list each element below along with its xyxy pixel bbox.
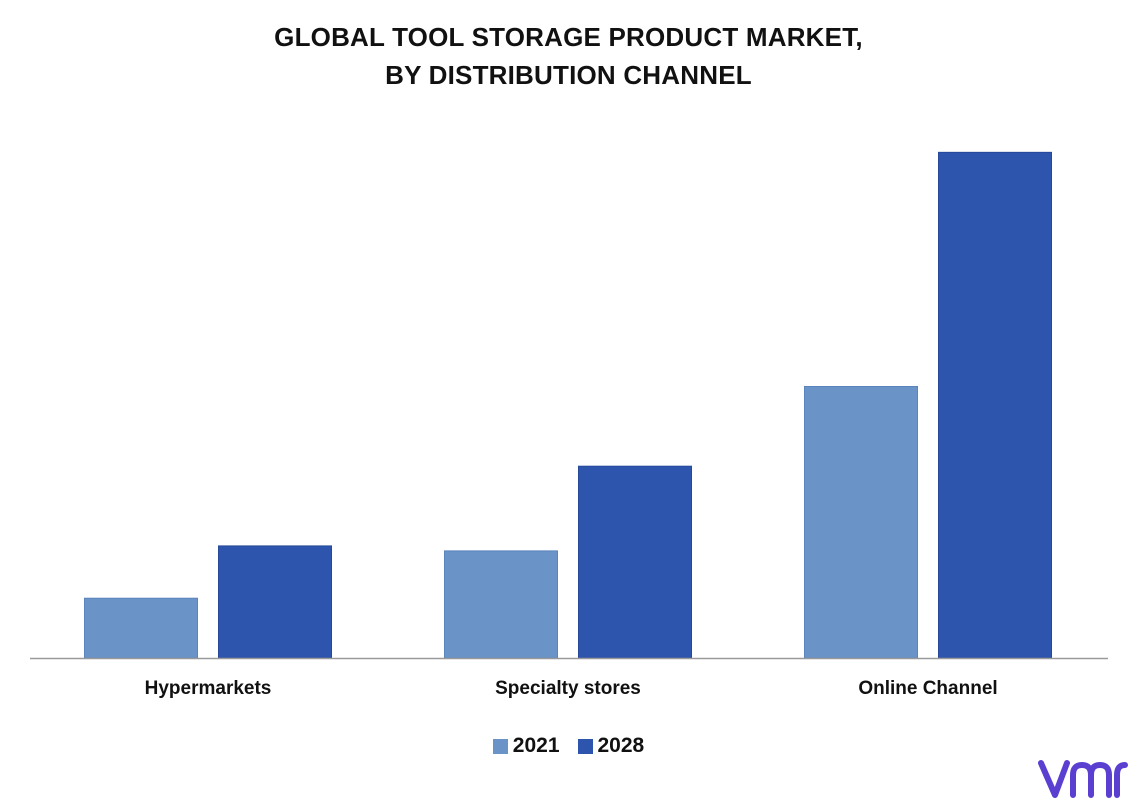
x-tick-label-specialty-stores: Specialty stores xyxy=(495,678,641,699)
legend-swatch-2028 xyxy=(577,738,593,754)
bar-online-channel-2028 xyxy=(938,151,1052,659)
bar-hypermarkets-2028 xyxy=(218,545,332,659)
bar-hypermarkets-2021 xyxy=(84,597,198,659)
legend-item-2021: 2021 xyxy=(492,734,560,758)
vmr-logo-icon xyxy=(1038,760,1128,798)
chart-title-line-1: GLOBAL TOOL STORAGE PRODUCT MARKET, xyxy=(274,22,863,52)
bar-chart: Hypermarkets Specialty stores Online Chann… xyxy=(30,151,1108,699)
bar-online-channel-2021 xyxy=(804,385,918,659)
legend-item-2028: 2028 xyxy=(577,734,645,758)
chart-title-line-2: BY DISTRIBUTION CHANNEL xyxy=(385,60,752,90)
chart-title: GLOBAL TOOL STORAGE PRODUCT MARKET, BY D… xyxy=(0,18,1137,94)
bar-specialty-stores-2028 xyxy=(578,465,692,659)
legend-swatch-2021 xyxy=(492,738,508,754)
legend-label-2028: 2028 xyxy=(597,734,645,757)
chart-legend: 2021 2028 xyxy=(0,734,1137,758)
x-tick-label-hypermarkets: Hypermarkets xyxy=(145,678,272,699)
legend-label-2021: 2021 xyxy=(512,734,560,757)
bar-specialty-stores-2021 xyxy=(444,550,558,659)
x-tick-label-online-channel: Online Channel xyxy=(858,678,997,699)
